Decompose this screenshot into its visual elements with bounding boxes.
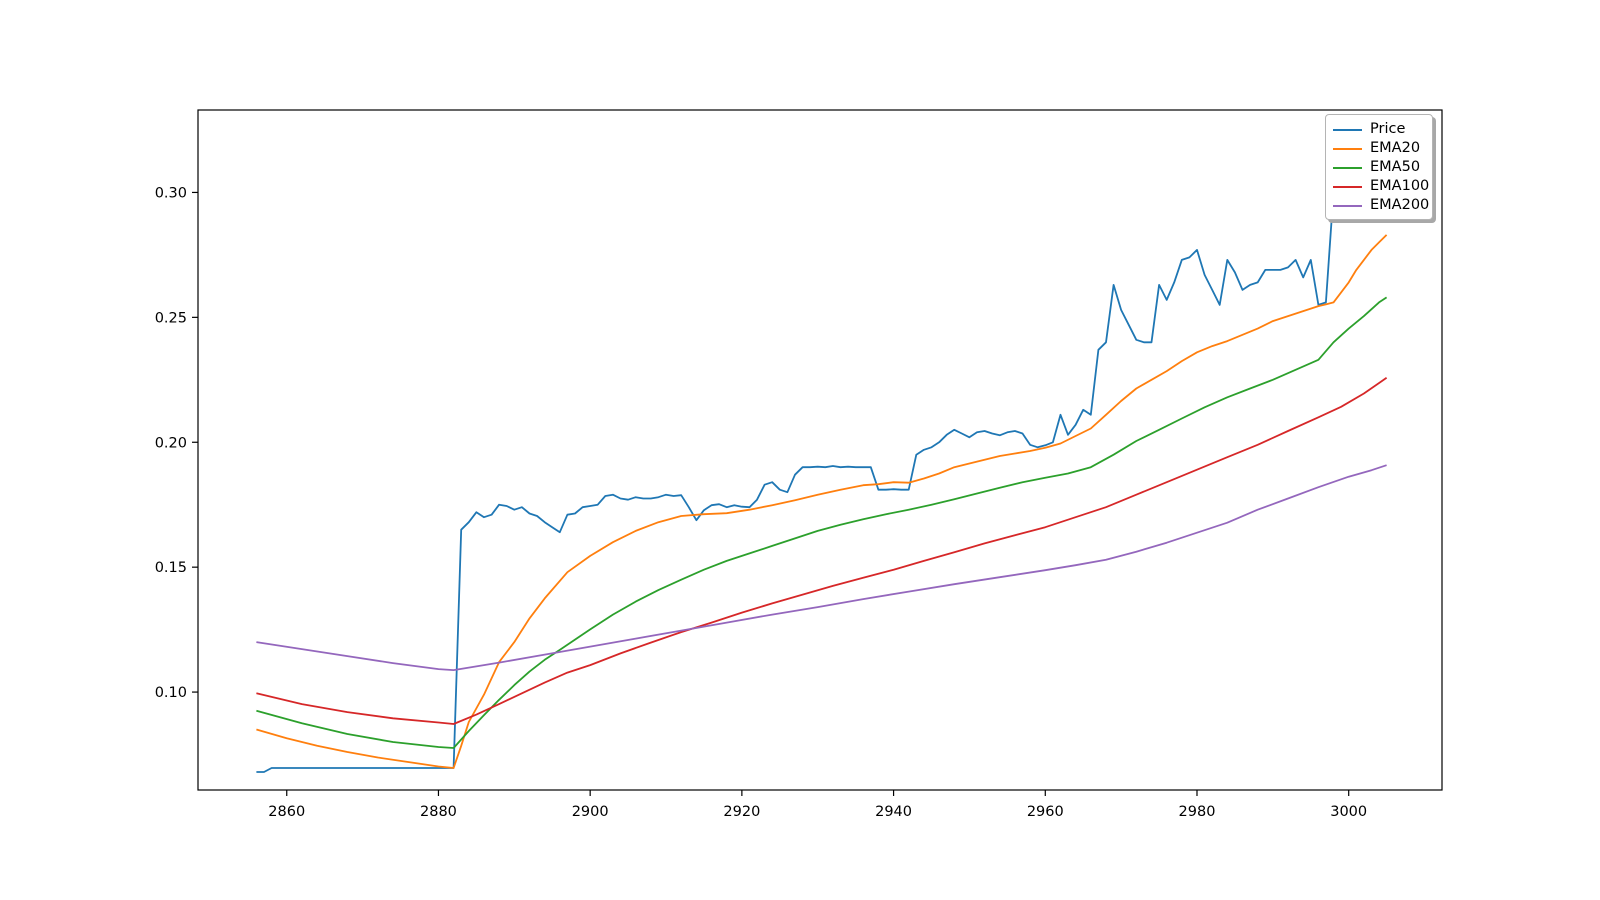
ema100-line	[256, 377, 1388, 725]
ema50-line-swatch	[1333, 166, 1362, 169]
legend: Price EMA20 EMA50 EMA100 EMA200	[1325, 114, 1433, 220]
x-tick-label: 2960	[1027, 804, 1064, 820]
legend-item-ema20: EMA20	[1333, 139, 1425, 158]
ema50-line	[256, 296, 1388, 749]
x-tick-label: 2980	[1179, 804, 1216, 820]
y-tick-label: 0.30	[155, 185, 187, 201]
legend-item-ema50: EMA50	[1333, 158, 1425, 177]
legend-item-ema100: EMA100	[1333, 177, 1429, 196]
ema200-line	[256, 464, 1387, 671]
y-tick-label: 0.20	[155, 435, 187, 451]
y-axis-ticks: 0.10 0.15 0.20 0.25 0.30	[155, 185, 198, 701]
x-tick-label: 2900	[572, 804, 609, 820]
legend-item-ema200: EMA200	[1333, 196, 1429, 215]
ema200-line-swatch	[1333, 204, 1362, 207]
x-tick-label: 2920	[723, 804, 760, 820]
x-tick-label: 2880	[420, 804, 457, 820]
plot-series	[256, 159, 1388, 773]
price-line	[256, 159, 1387, 773]
ema20-line	[256, 234, 1388, 769]
x-axis-ticks: 2860 2880 2900 2920 2940 2960 2980 3000	[268, 790, 1367, 820]
ema100-line-swatch	[1333, 185, 1362, 188]
legend-label-price: Price	[1370, 121, 1406, 138]
legend-label-ema50: EMA50	[1370, 159, 1421, 176]
y-tick-label: 0.10	[155, 685, 187, 701]
y-tick-label: 0.15	[155, 560, 187, 576]
x-tick-label: 3000	[1330, 804, 1367, 820]
legend-item-price: Price	[1333, 120, 1425, 139]
plot-border	[197, 109, 1443, 791]
legend-label-ema200: EMA200	[1370, 197, 1430, 214]
legend-label-ema100: EMA100	[1370, 178, 1430, 195]
y-tick-label: 0.25	[155, 310, 187, 326]
price-line-swatch	[1333, 128, 1362, 131]
legend-label-ema20: EMA20	[1370, 140, 1421, 157]
ema20-line-swatch	[1333, 147, 1362, 150]
x-tick-label: 2940	[875, 804, 912, 820]
x-tick-label: 2860	[268, 804, 305, 820]
